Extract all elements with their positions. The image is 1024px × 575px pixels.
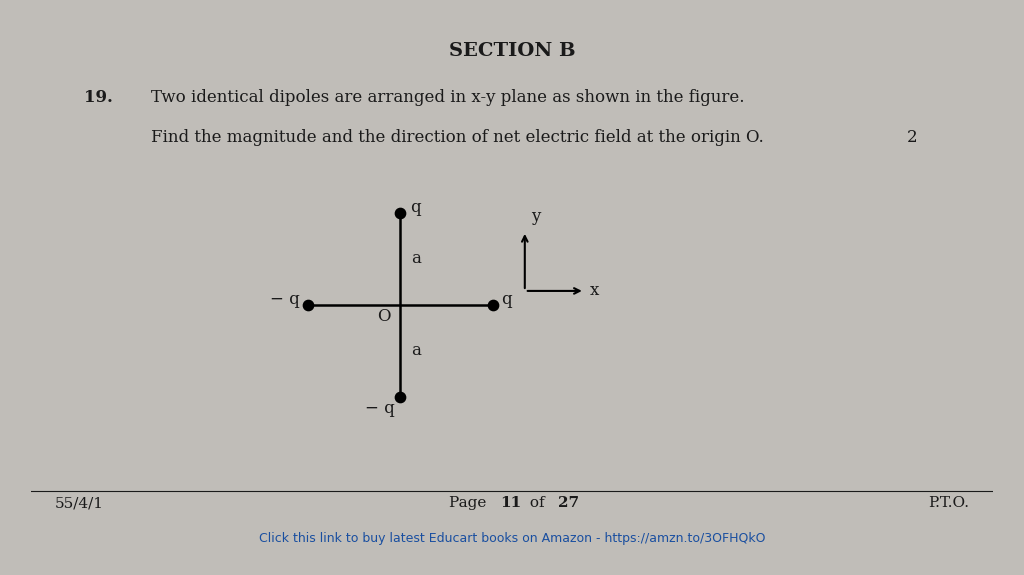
Text: 19.: 19. <box>84 89 113 106</box>
Text: Two identical dipoles are arranged in x-y plane as shown in the figure.: Two identical dipoles are arranged in x-… <box>152 89 744 106</box>
Text: x: x <box>590 282 599 300</box>
Point <box>300 300 316 309</box>
Text: Find the magnitude and the direction of net electric field at the origin O.: Find the magnitude and the direction of … <box>152 129 764 146</box>
Text: q: q <box>411 198 421 216</box>
Text: y: y <box>531 208 541 225</box>
Text: Page: Page <box>450 496 492 511</box>
Text: P.T.O.: P.T.O. <box>928 496 969 511</box>
Text: 55/4/1: 55/4/1 <box>55 496 103 511</box>
Text: − q: − q <box>366 400 395 417</box>
Point <box>392 208 409 217</box>
Text: q: q <box>501 291 511 308</box>
Point <box>484 300 501 309</box>
Text: − q: − q <box>269 291 299 308</box>
Point <box>392 392 409 401</box>
Text: O: O <box>377 308 390 325</box>
Text: SECTION B: SECTION B <box>449 41 575 60</box>
Text: Click this link to buy latest Educart books on Amazon - https://amzn.to/3OFHQkO: Click this link to buy latest Educart bo… <box>259 532 765 545</box>
Text: a: a <box>412 250 421 267</box>
Text: a: a <box>412 342 421 359</box>
Text: 11: 11 <box>501 496 521 511</box>
Text: of: of <box>524 496 549 511</box>
Text: 27: 27 <box>558 496 580 511</box>
Text: 2: 2 <box>906 129 918 146</box>
